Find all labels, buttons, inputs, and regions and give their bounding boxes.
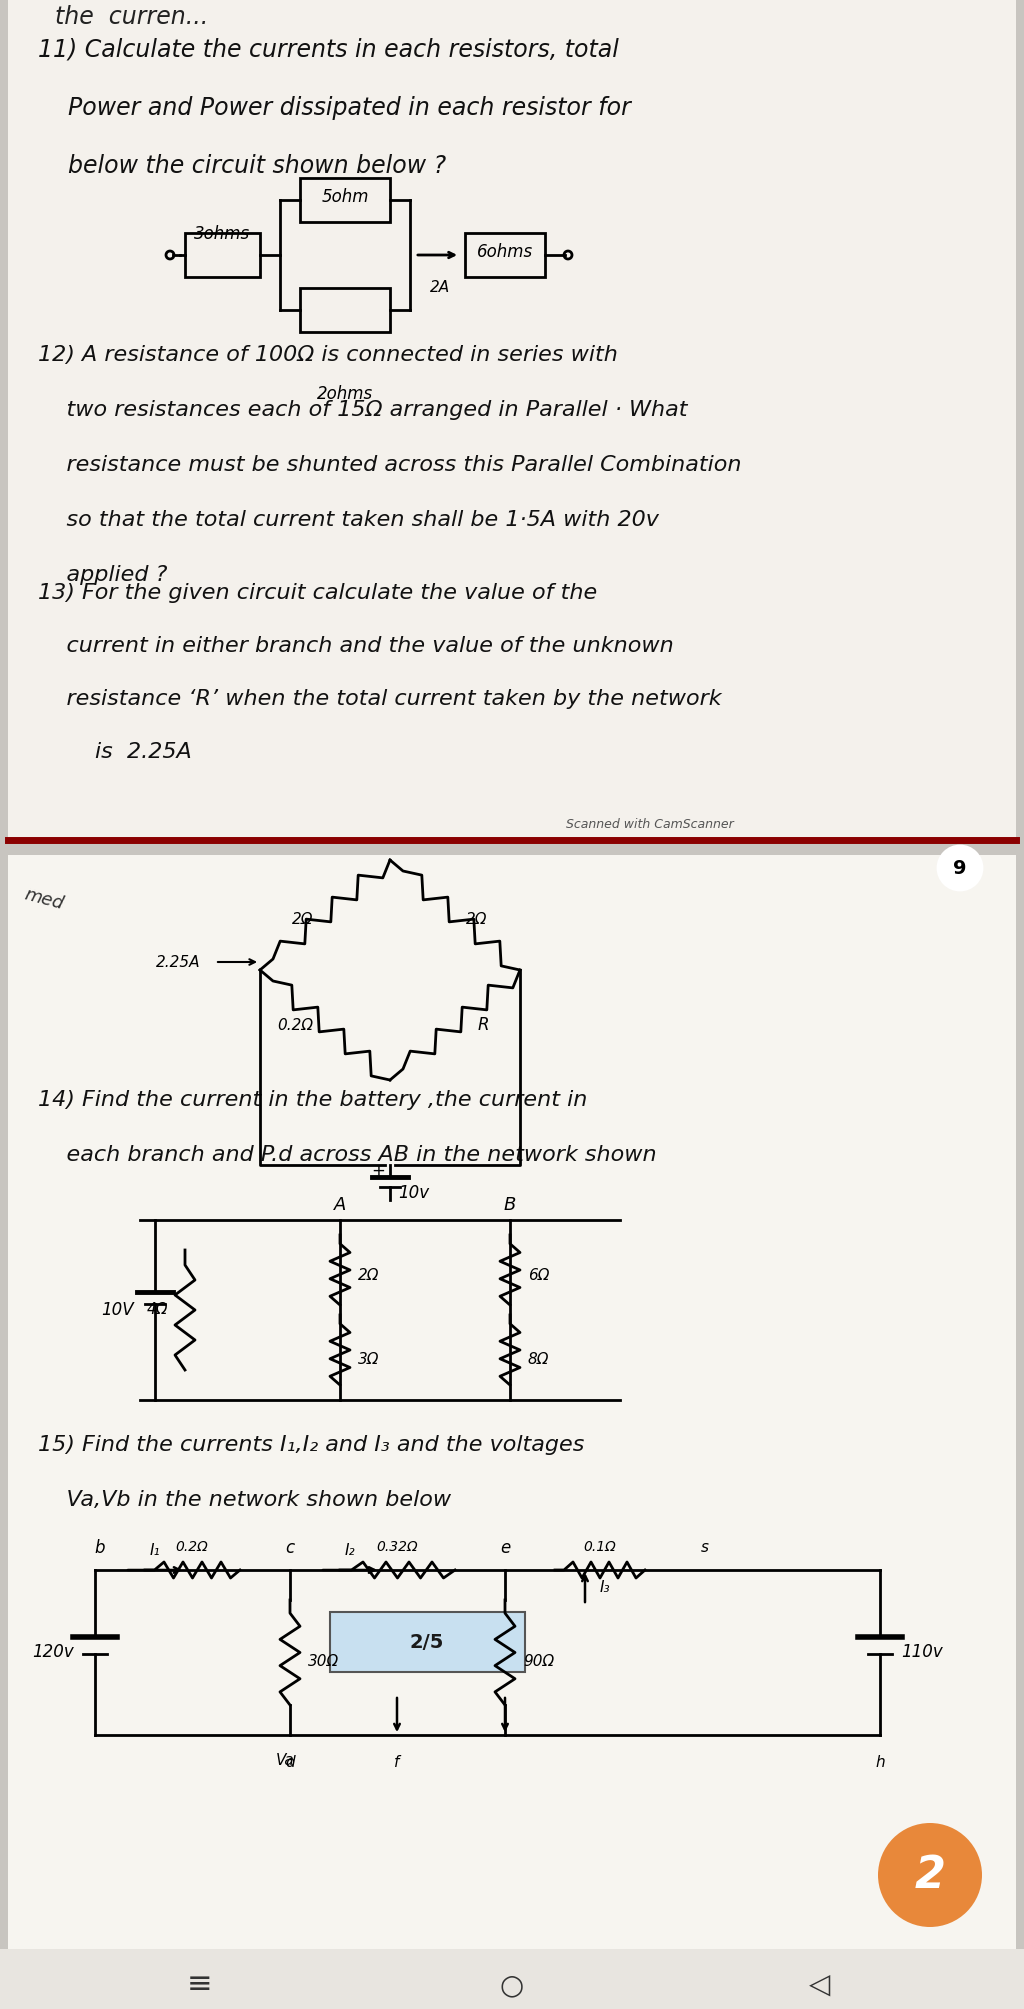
- Text: 2.25A: 2.25A: [156, 954, 200, 970]
- Text: each branch and P.d across AB in the network shown: each branch and P.d across AB in the net…: [38, 1145, 656, 1165]
- Text: med: med: [22, 886, 66, 912]
- Text: +: +: [371, 1161, 385, 1179]
- Bar: [185, 233, 260, 277]
- Text: I₂: I₂: [345, 1543, 355, 1559]
- Text: 15) Find the currents I₁,I₂ and I₃ and the voltages: 15) Find the currents I₁,I₂ and I₃ and t…: [38, 1434, 585, 1455]
- Text: 9: 9: [953, 858, 967, 878]
- Text: 10V: 10V: [100, 1302, 133, 1320]
- Text: 4Ω: 4Ω: [146, 1302, 168, 1318]
- Text: 5ohm: 5ohm: [322, 189, 369, 207]
- Text: 13) For the given circuit calculate the value of the: 13) For the given circuit calculate the …: [38, 583, 597, 603]
- Text: s: s: [701, 1541, 709, 1555]
- Text: 0.2Ω: 0.2Ω: [176, 1541, 208, 1555]
- Circle shape: [878, 1822, 982, 1927]
- Bar: [465, 233, 545, 277]
- Text: current in either branch and the value of the unknown: current in either branch and the value o…: [38, 637, 674, 657]
- Text: Scanned with CamScanner: Scanned with CamScanner: [566, 818, 734, 832]
- Bar: [8, 856, 1016, 2005]
- Text: e: e: [500, 1539, 510, 1557]
- Text: ≡: ≡: [187, 1971, 213, 1999]
- Text: 2ohms: 2ohms: [317, 386, 373, 404]
- Text: c: c: [286, 1539, 295, 1557]
- Text: two resistances each of 15Ω arranged in Parallel · What: two resistances each of 15Ω arranged in …: [38, 400, 687, 420]
- Text: resistance must be shunted across this Parallel Combination: resistance must be shunted across this P…: [38, 454, 741, 474]
- Text: 8Ω: 8Ω: [528, 1352, 549, 1368]
- Text: 2: 2: [914, 1854, 945, 1896]
- Text: resistance ‘R’ when the total current taken by the network: resistance ‘R’ when the total current ta…: [38, 689, 722, 709]
- Text: 2/5: 2/5: [410, 1633, 444, 1651]
- Text: 120v: 120v: [32, 1643, 74, 1661]
- Text: b: b: [95, 1539, 105, 1557]
- Text: 110v: 110v: [901, 1643, 943, 1661]
- Text: 11) Calculate the currents in each resistors, total: 11) Calculate the currents in each resis…: [38, 38, 618, 62]
- Bar: [300, 287, 390, 331]
- Text: 6Ω: 6Ω: [528, 1268, 549, 1282]
- Text: 2Ω: 2Ω: [466, 912, 487, 928]
- Circle shape: [938, 846, 982, 890]
- Text: 2Ω: 2Ω: [292, 912, 313, 928]
- Text: B: B: [504, 1195, 516, 1213]
- Text: 0.32Ω: 0.32Ω: [376, 1541, 418, 1555]
- Text: A: A: [334, 1195, 346, 1213]
- Text: 30Ω: 30Ω: [308, 1655, 339, 1669]
- Text: ◁: ◁: [809, 1971, 830, 1999]
- Text: ○: ○: [500, 1971, 524, 1999]
- Bar: [8, 0, 1016, 838]
- Text: 0.2Ω: 0.2Ω: [278, 1017, 313, 1033]
- Text: is  2.25A: is 2.25A: [38, 741, 191, 761]
- Text: Va,Vb in the network shown below: Va,Vb in the network shown below: [38, 1491, 452, 1511]
- Text: Power and Power dissipated in each resistor for: Power and Power dissipated in each resis…: [38, 96, 631, 121]
- Text: I₁: I₁: [150, 1543, 161, 1559]
- Text: so that the total current taken shall be 1·5A with 20v: so that the total current taken shall be…: [38, 510, 658, 530]
- Text: I₃: I₃: [600, 1581, 610, 1595]
- Text: Va: Va: [275, 1754, 294, 1768]
- Text: applied ?: applied ?: [38, 565, 167, 585]
- Bar: [0, 1949, 1024, 2009]
- Text: R: R: [477, 1017, 488, 1035]
- Bar: [330, 1611, 525, 1671]
- Text: d: d: [286, 1756, 295, 1770]
- Text: 0.1Ω: 0.1Ω: [584, 1541, 616, 1555]
- Text: below the circuit shown below ?: below the circuit shown below ?: [38, 155, 446, 179]
- Text: 2A: 2A: [430, 279, 451, 295]
- Text: 10v: 10v: [398, 1183, 429, 1201]
- Text: 2Ω: 2Ω: [358, 1268, 379, 1282]
- Text: 90Ω: 90Ω: [523, 1655, 554, 1669]
- Text: 12) A resistance of 100Ω is connected in series with: 12) A resistance of 100Ω is connected in…: [38, 346, 617, 366]
- Text: 3Ω: 3Ω: [358, 1352, 379, 1368]
- Text: 14) Find the current in the battery ,the current in: 14) Find the current in the battery ,the…: [38, 1091, 588, 1111]
- Text: the  curren...: the curren...: [55, 4, 208, 28]
- Text: h: h: [876, 1756, 885, 1770]
- Text: 3ohms: 3ohms: [195, 225, 251, 243]
- Text: 6ohms: 6ohms: [477, 243, 534, 261]
- Bar: [300, 179, 390, 223]
- Text: f: f: [394, 1756, 399, 1770]
